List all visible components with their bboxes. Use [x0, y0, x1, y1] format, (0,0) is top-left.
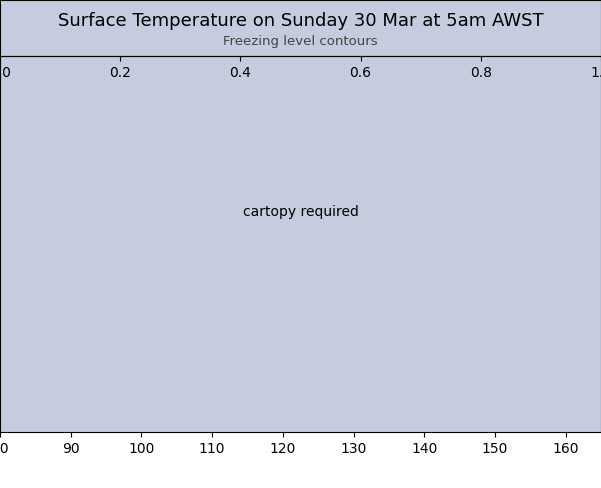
Text: cartopy required: cartopy required — [243, 205, 358, 219]
Text: Freezing level contours: Freezing level contours — [223, 35, 378, 48]
Text: Surface Temperature on Sunday 30 Mar at 5am AWST: Surface Temperature on Sunday 30 Mar at … — [58, 12, 543, 30]
